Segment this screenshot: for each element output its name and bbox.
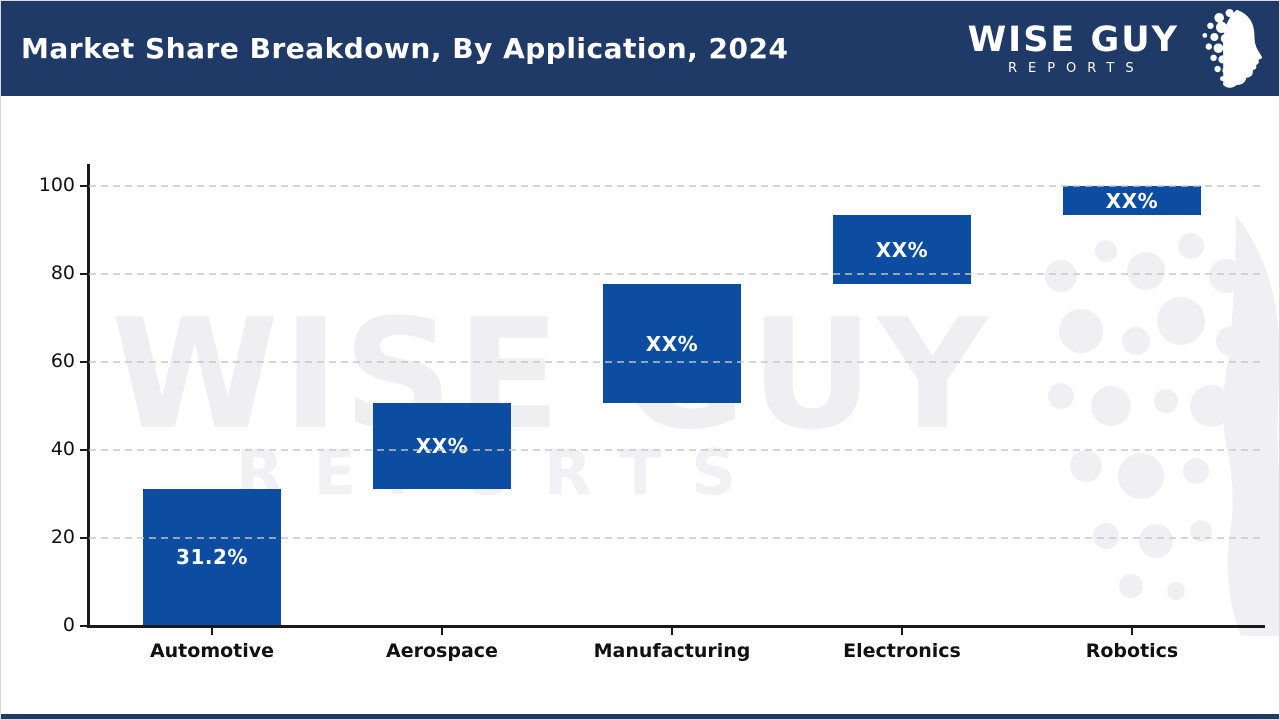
brand-wordmark: WISE GUY REPORTS [967,19,1179,76]
y-tick-mark [80,625,87,627]
y-tick-mark [80,449,87,451]
brand-name: WISE GUY [967,19,1179,60]
bar-value-label: 31.2% [176,545,248,570]
brand-face-icon [1202,8,1262,88]
bar-value-label: XX% [875,237,929,262]
gridline [89,449,1264,451]
x-tick-label: Automotive [149,640,275,662]
x-tick-label: Manufacturing [593,640,751,662]
bar-segment: 31.2% [143,488,281,626]
x-tick-mark [671,628,673,635]
bar-value-label: XX% [415,434,469,459]
page-title: Market Share Breakdown, By Application, … [21,32,789,65]
x-tick-mark [441,628,443,635]
gridline [89,361,1264,363]
y-tick-mark [80,361,87,363]
y-tick-label: 60 [50,350,75,372]
x-tick-label: Robotics [1085,640,1179,662]
x-tick-label: Aerospace [386,640,498,662]
y-tick-mark [80,185,87,187]
footer-bar [1,714,1279,719]
brand-logo: WISE GUY REPORTS [968,5,1267,93]
x-tick-mark [211,628,213,635]
y-tick-label: 100 [38,174,75,196]
bar-segment: XX% [603,284,741,404]
y-tick-label: 0 [62,614,75,636]
plot-area: WISE GUY REPORTS 31.2%XX%XX%XX%XX% 02040… [1,96,1279,716]
y-axis [87,164,90,626]
bar-segment: XX% [833,215,971,285]
brand-subtitle: REPORTS [1007,60,1145,76]
x-axis [87,625,1265,628]
header-bar: Market Share Breakdown, By Application, … [1,1,1279,96]
gridline [89,273,1264,275]
y-tick-mark [80,537,87,539]
watermark-face-icon [1045,216,1279,636]
watermark-text: WISE GUY [111,286,992,463]
x-tick-mark [901,628,903,635]
x-tick-label: Electronics [843,640,961,662]
y-tick-label: 40 [50,438,75,460]
y-tick-label: 80 [50,262,75,284]
bar-value-label: XX% [1105,188,1159,213]
x-tick-mark [1131,628,1133,635]
gridline [89,185,1264,187]
bar-segment: XX% [1063,186,1201,216]
bar-segment: XX% [373,403,511,489]
gridline [89,537,1264,539]
y-tick-label: 20 [50,526,75,548]
bar-value-label: XX% [645,331,699,356]
y-tick-mark [80,273,87,275]
